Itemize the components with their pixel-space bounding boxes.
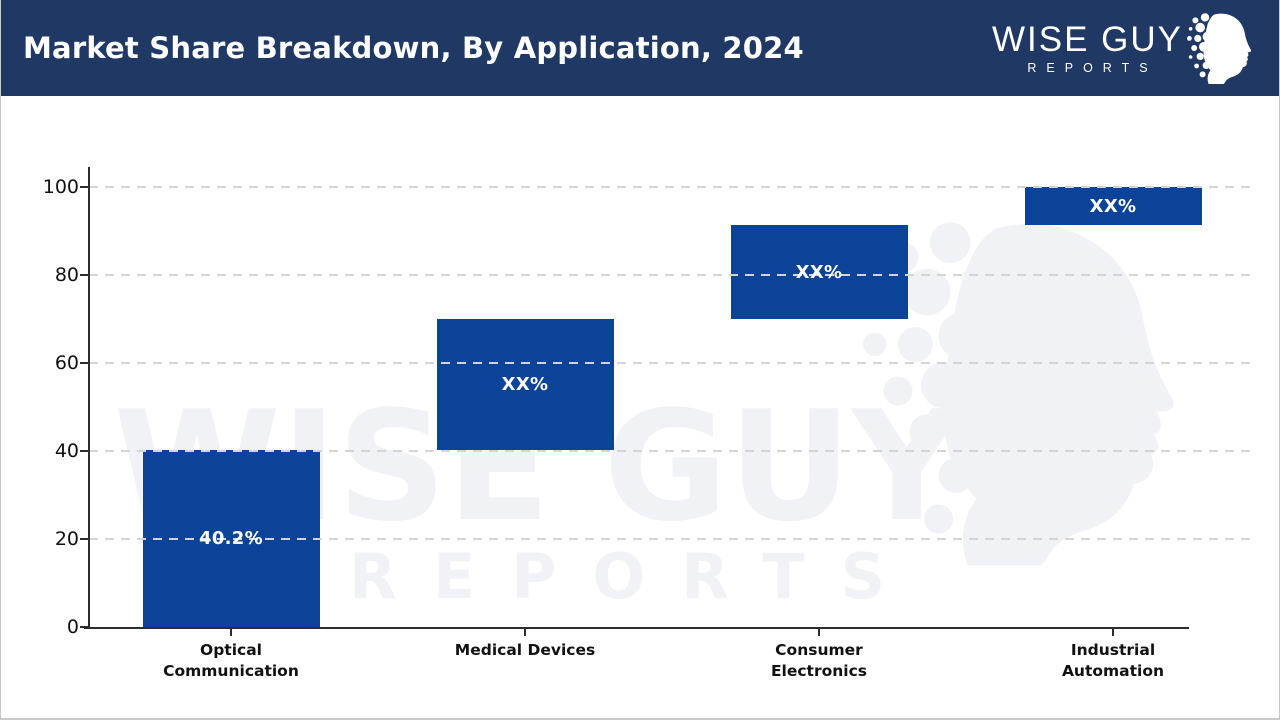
- x-tickmark-2: [818, 627, 820, 636]
- y-tickmark-60: [80, 362, 89, 364]
- y-tickmark-100: [80, 186, 89, 188]
- gridline-80: [89, 274, 1256, 276]
- dotted-face-icon: [1187, 13, 1252, 84]
- x-axis-label-1: Medical Devices: [454, 641, 596, 659]
- bar-medical-devices: [436, 319, 614, 451]
- y-axis-label-60: 60: [54, 352, 79, 374]
- bar-industrial-automation: [1024, 187, 1202, 226]
- header-bar: Market Share Breakdown, By Application, …: [1, 0, 1279, 96]
- y-axis-label-20: 20: [54, 528, 79, 550]
- gridline-100: [89, 186, 1256, 188]
- gridline-40: [89, 450, 1256, 452]
- y-axis-label-40: 40: [54, 440, 79, 462]
- y-tickmark-20: [80, 538, 89, 540]
- y-axis-label-80: 80: [54, 264, 79, 286]
- bar-value-label: 40.2%: [199, 528, 263, 550]
- x-axis-label-0: Optical Communication: [163, 641, 299, 680]
- brand-logo: WISE GUY REPORTS: [992, 12, 1253, 84]
- y-tickmark-80: [80, 274, 89, 276]
- bar-value-label: XX%: [795, 261, 843, 283]
- y-axis-label-100: 100: [42, 176, 79, 198]
- y-axis-spine: [88, 167, 90, 629]
- x-axis-label-3: Industrial Automation: [1061, 641, 1165, 680]
- y-axis-label-0: 0: [66, 616, 79, 638]
- bar-value-label: XX%: [501, 374, 549, 396]
- x-tickmark-0: [230, 627, 232, 636]
- gridline-60: [89, 362, 1256, 364]
- chart-canvas: WISE GUY REPORTS 40.2% XX% XX% XX% 0 20 40 60 80…: [1, 96, 1279, 718]
- bar-value-label: XX%: [1089, 195, 1137, 217]
- x-axis-spine: [84, 627, 1189, 629]
- brand-name: WISE GUY: [991, 19, 1183, 59]
- brand-subname: REPORTS: [1027, 60, 1158, 75]
- y-tickmark-40: [80, 450, 89, 452]
- x-axis-label-2: Consumer Electronics: [770, 641, 868, 680]
- x-tickmark-1: [524, 627, 526, 636]
- bar-consumer-electronics: [730, 225, 908, 319]
- page-title: Market Share Breakdown, By Application, …: [23, 31, 804, 65]
- x-tickmark-3: [1112, 627, 1114, 636]
- gridline-20: [89, 538, 1256, 540]
- watermark-text-reports: REPORTS: [349, 540, 922, 613]
- watermark-face-icon: [863, 222, 1174, 566]
- brand-logo-text: WISE GUY REPORTS: [991, 19, 1183, 75]
